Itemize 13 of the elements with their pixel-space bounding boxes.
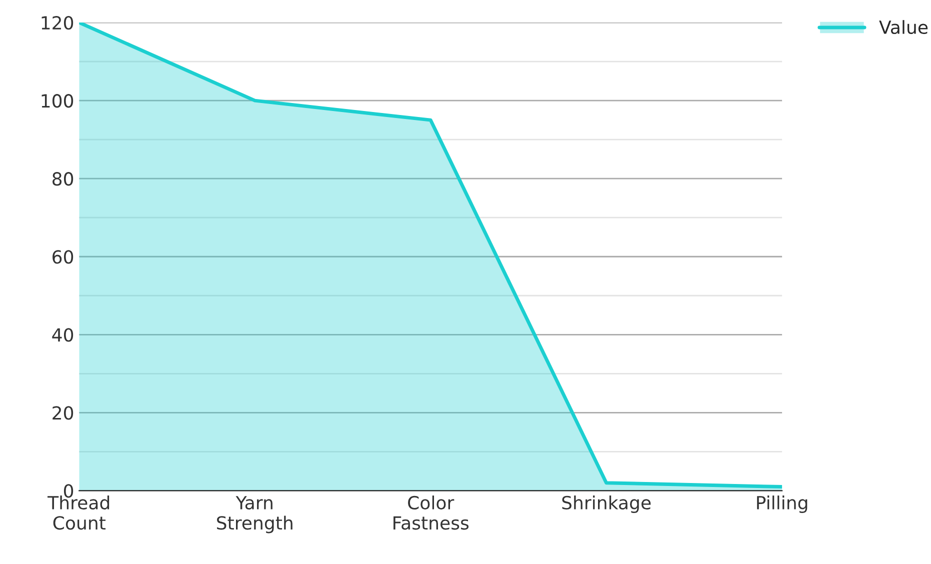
legend-label: Value [879, 20, 928, 34]
y-tick-label: 40 [52, 328, 74, 342]
y-tick-label: 100 [42, 94, 74, 108]
y-tick-label: 120 [42, 16, 74, 30]
x-tick-label: Shrinkage [562, 496, 651, 514]
x-tick-label: Thread Count [48, 496, 110, 530]
x-tick-label: Pilling [757, 496, 808, 514]
x-tick-label: Color Fastness [394, 496, 469, 530]
y-tick-label: 20 [52, 406, 74, 420]
y-tick-label: 80 [52, 172, 74, 186]
y-tick-label: 60 [52, 250, 74, 264]
x-tick-label: Yarn Strength [217, 496, 292, 534]
y-tick-label: 0 [64, 484, 74, 498]
